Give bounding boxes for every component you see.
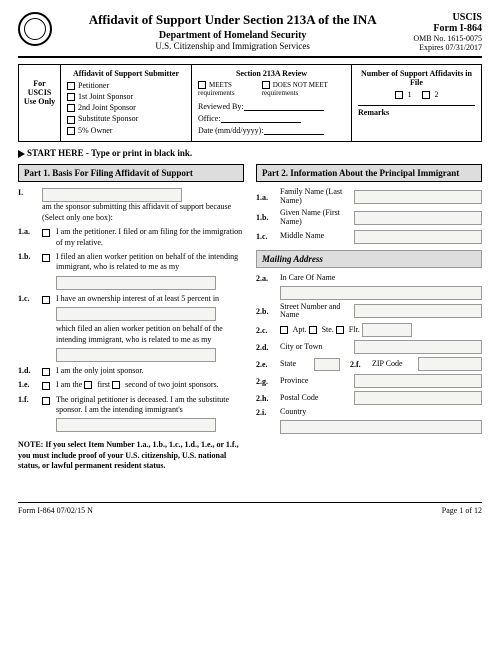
care-of-field[interactable] — [280, 286, 482, 300]
checkbox-2nd-joint[interactable] — [67, 104, 75, 112]
field-1c-1[interactable] — [56, 307, 216, 321]
form-number: Form I-864 — [413, 23, 482, 34]
checkbox-count-2[interactable] — [422, 91, 430, 99]
country-field[interactable] — [280, 420, 482, 434]
checkbox-1st-joint[interactable] — [67, 93, 75, 101]
uscis-only-label: For USCIS Use Only — [19, 65, 61, 141]
field-1c-2[interactable] — [56, 348, 216, 362]
start-here: START HERE - Type or print in black ink. — [18, 148, 482, 158]
page-footer: Form I-864 07/02/15 N Page 1 of 12 — [18, 502, 482, 515]
checkbox-ste[interactable] — [309, 326, 317, 334]
checkbox-apt[interactable] — [280, 326, 288, 334]
submitter-heading: Affidavit of Support Submitter — [67, 69, 185, 78]
dhs-seal-icon — [18, 12, 52, 46]
sponsor-name-field[interactable] — [42, 188, 182, 202]
checkbox-petitioner[interactable] — [67, 82, 75, 90]
admin-box: For USCIS Use Only Affidavit of Support … — [18, 64, 482, 142]
checkbox-1e[interactable] — [42, 382, 50, 390]
postal-field[interactable] — [354, 391, 482, 405]
checkbox-5pct[interactable] — [67, 127, 75, 135]
checkbox-1d[interactable] — [42, 368, 50, 376]
checkbox-meets[interactable] — [198, 81, 206, 89]
family-name-field[interactable] — [354, 190, 482, 204]
reviewed-by-field[interactable] — [244, 101, 324, 111]
footer-form-id: Form I-864 07/02/15 N — [18, 506, 93, 515]
omb-number: OMB No. 1615-0075 — [413, 34, 482, 43]
mailing-address-header: Mailing Address — [256, 250, 482, 268]
checkbox-1e-first[interactable] — [84, 381, 92, 389]
checkbox-1f[interactable] — [42, 397, 50, 405]
remarks-label: Remarks — [358, 105, 475, 117]
city-field[interactable] — [354, 340, 482, 354]
zip-field[interactable] — [418, 357, 482, 371]
part1-header: Part 1. Basis For Filing Affidavit of Su… — [18, 164, 244, 182]
given-name-field[interactable] — [354, 211, 482, 225]
middle-name-field[interactable] — [354, 230, 482, 244]
checkbox-count-1[interactable] — [395, 91, 403, 99]
field-1b[interactable] — [56, 276, 216, 290]
state-field[interactable] — [314, 358, 340, 371]
street-field[interactable] — [354, 304, 482, 318]
checkbox-1a[interactable] — [42, 229, 50, 237]
unit-field[interactable] — [362, 323, 412, 337]
checkbox-flr[interactable] — [336, 326, 344, 334]
part1-note: NOTE: If you select Item Number 1.a., 1.… — [18, 440, 244, 471]
checkbox-1c[interactable] — [42, 296, 50, 304]
checkbox-1e-second[interactable] — [112, 381, 120, 389]
footer-page-num: Page 1 of 12 — [442, 506, 482, 515]
triangle-icon — [18, 150, 25, 158]
field-1f[interactable] — [56, 418, 216, 432]
dept-name: Department of Homeland Security — [60, 30, 405, 41]
province-field[interactable] — [354, 374, 482, 388]
num-affidavits-heading: Number of Support Affidavits in File — [358, 69, 475, 87]
date-field[interactable] — [264, 125, 324, 135]
review-heading: Section 213A Review — [198, 69, 345, 78]
office-field[interactable] — [221, 113, 301, 123]
form-header: Affidavit of Support Under Section 213A … — [18, 12, 482, 58]
part2-header: Part 2. Information About the Principal … — [256, 164, 482, 182]
checkbox-not-meets[interactable] — [262, 81, 270, 89]
checkbox-1b[interactable] — [42, 254, 50, 262]
form-title: Affidavit of Support Under Section 213A … — [60, 12, 405, 28]
uscis-label: USCIS — [413, 12, 482, 23]
checkbox-substitute[interactable] — [67, 116, 75, 124]
expiry: Expires 07/31/2017 — [413, 43, 482, 52]
agency-name: U.S. Citizenship and Immigration Service… — [60, 41, 405, 51]
